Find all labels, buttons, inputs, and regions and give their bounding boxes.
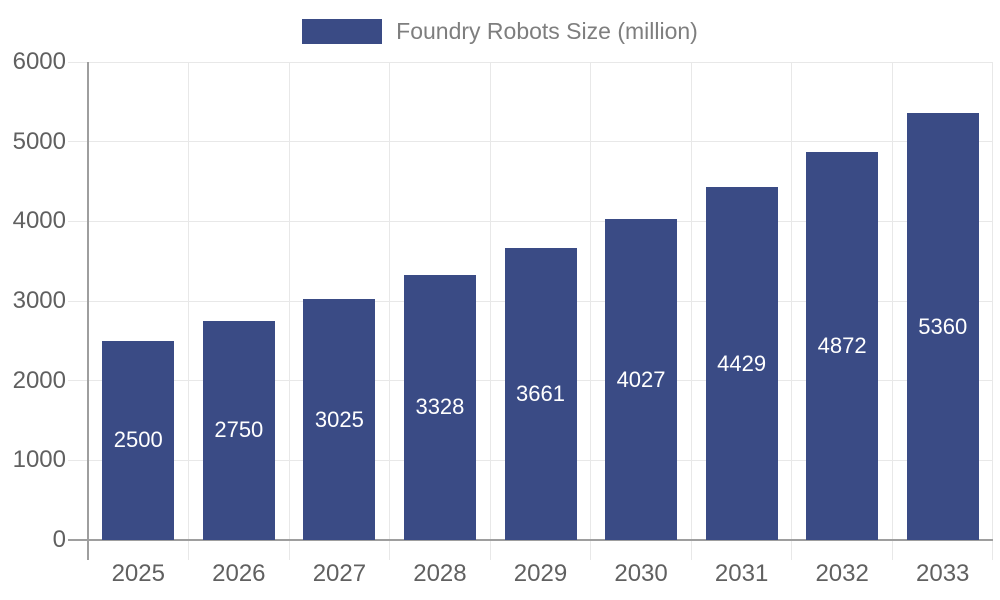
bar: 2750 <box>202 320 275 540</box>
gridline-horizontal <box>68 141 993 143</box>
x-tick-label: 2030 <box>614 560 668 587</box>
y-tick-label: 0 <box>52 526 66 553</box>
x-tick-label: 2032 <box>815 560 869 587</box>
y-axis-line <box>87 62 89 560</box>
gridline-vertical <box>489 62 491 560</box>
bar: 3661 <box>504 248 577 540</box>
y-tick-label: 6000 <box>12 48 66 75</box>
x-tick-label: 2027 <box>312 560 367 587</box>
gridline-vertical <box>288 62 290 560</box>
bar-value-label: 4429 <box>717 350 767 376</box>
bar-value-label: 4872 <box>817 332 867 358</box>
bar-value-label: 2750 <box>214 417 264 443</box>
bar: 4429 <box>705 187 778 540</box>
bar: 3328 <box>403 274 476 540</box>
y-tick-label: 1000 <box>12 446 66 474</box>
y-tick-label: 3000 <box>12 287 66 314</box>
bar: 5360 <box>906 113 979 540</box>
bar: 3025 <box>303 299 376 540</box>
gridline-vertical <box>188 62 190 560</box>
gridline-vertical <box>690 62 692 560</box>
gridline-horizontal <box>68 61 993 63</box>
plot-area: 2500 2750 3025 3328 3661 4027 4429 4872 5360 <box>68 61 993 560</box>
legend: Foundry Robots Size (million) <box>0 19 1000 44</box>
bar-value-label: 3328 <box>415 394 465 420</box>
gridline-vertical <box>991 62 993 560</box>
bar-value-label: 5360 <box>918 313 968 339</box>
y-tick-label: 5000 <box>12 127 66 155</box>
gridline-vertical <box>590 62 592 560</box>
gridline-vertical <box>791 62 793 560</box>
y-tick-label: 2000 <box>12 366 66 394</box>
x-axis-line <box>68 539 993 541</box>
y-tick-label: 4000 <box>12 207 66 235</box>
gridline-vertical <box>389 62 391 560</box>
x-tick-label: 2026 <box>212 560 266 587</box>
gridline-horizontal <box>68 220 993 222</box>
bar: 4872 <box>806 151 879 540</box>
x-tick-label: 2031 <box>714 560 769 587</box>
bar-value-label: 4027 <box>616 366 666 392</box>
bar-value-label: 3661 <box>516 381 565 407</box>
legend-label: Foundry Robots Size (million) <box>396 18 698 44</box>
x-tick-label: 2025 <box>111 560 165 587</box>
bar: 2500 <box>102 340 175 540</box>
gridline-vertical <box>891 62 893 560</box>
x-tick-label: 2028 <box>413 560 467 587</box>
bar-value-label: 3025 <box>314 406 364 432</box>
x-tick-label: 2029 <box>513 560 568 587</box>
y-axis-labels: 0 1000 2000 3000 4000 5000 6000 <box>0 48 66 553</box>
legend-swatch <box>302 19 383 44</box>
x-axis-labels: 2025 2026 2027 2028 2029 2030 2031 2032 2033 <box>88 560 993 590</box>
bar-value-label: 2500 <box>113 427 163 453</box>
x-tick-label: 2033 <box>916 560 970 587</box>
bar: 4027 <box>605 219 678 540</box>
